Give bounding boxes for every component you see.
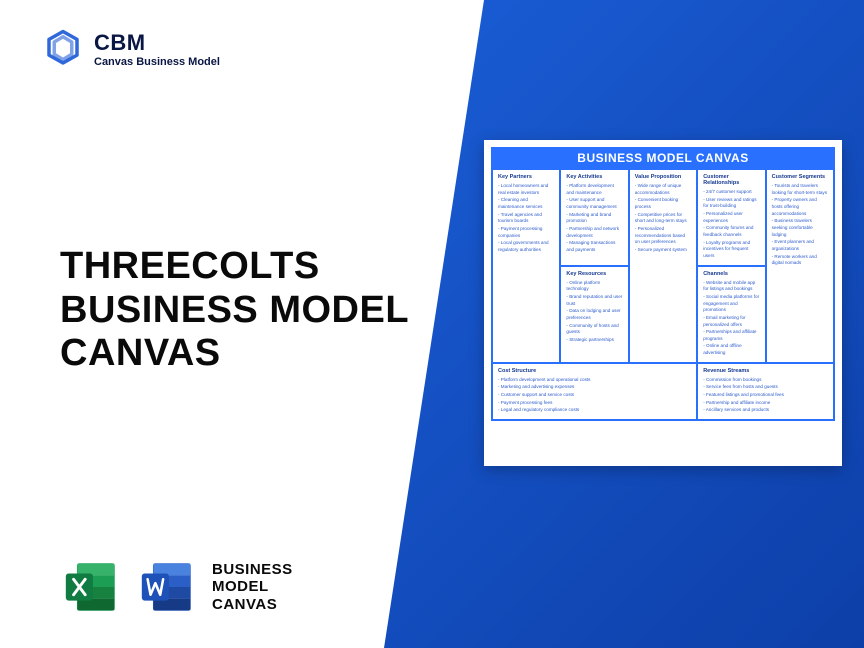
- title-line-3: CANVAS: [60, 332, 409, 376]
- cell-key-partners: Key Partners - Local homeowners and real…: [492, 169, 560, 363]
- canvas-title: BUSINESS MODEL CANVAS: [491, 147, 835, 169]
- brand-name: CBM: [94, 30, 220, 56]
- word-icon: [136, 556, 198, 618]
- title-line-1: THREECOLTS: [60, 245, 409, 289]
- cell-customer-segments: Customer Segments - Tourists and travele…: [766, 169, 834, 363]
- cell-customer-relationships: Customer Relationships - 24/7 customer s…: [697, 169, 765, 266]
- title-line-2: BUSINESS MODEL: [60, 289, 409, 333]
- canvas-grid: Key Partners - Local homeowners and real…: [491, 169, 835, 421]
- cell-revenue-streams: Revenue Streams - Commission from bookin…: [697, 363, 834, 420]
- file-format-row: BUSINESS MODEL CANVAS: [60, 556, 293, 618]
- logo-hex-icon: [42, 28, 84, 70]
- page-title: THREECOLTS BUSINESS MODEL CANVAS: [60, 245, 409, 376]
- canvas-preview: BUSINESS MODEL CANVAS Key Partners - Loc…: [484, 140, 842, 466]
- cell-key-resources: Key Resources - Online platform technolo…: [560, 266, 628, 363]
- cell-value-proposition: Value Proposition - Wide range of unique…: [629, 169, 697, 363]
- brand-logo: CBM Canvas Business Model: [42, 28, 220, 70]
- file-label: BUSINESS MODEL CANVAS: [212, 561, 293, 613]
- cell-key-activities: Key Activities - Platform development an…: [560, 169, 628, 266]
- cell-channels: Channels - Website and mobile app for li…: [697, 266, 765, 363]
- brand-tagline: Canvas Business Model: [94, 56, 220, 68]
- cell-cost-structure: Cost Structure - Platform development an…: [492, 363, 697, 420]
- excel-icon: [60, 556, 122, 618]
